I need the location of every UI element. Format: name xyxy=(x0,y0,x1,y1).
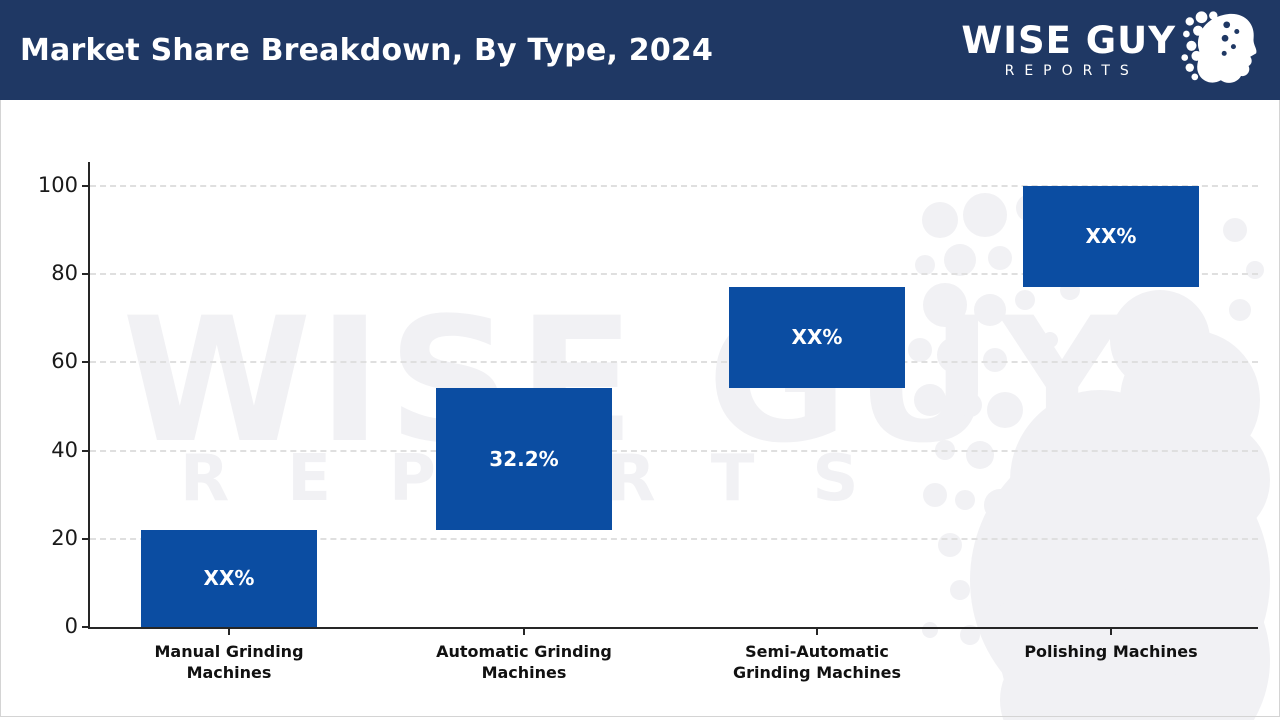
bar-value-label: XX% xyxy=(791,325,843,350)
bar-1: XX% xyxy=(141,529,317,627)
brand-name: WISE GUY xyxy=(961,18,1176,62)
bar-value-label: XX% xyxy=(203,566,255,591)
x-tick-label-line: Semi-Automatic xyxy=(745,642,889,661)
x-tick-label: Automatic Grinding Machines xyxy=(374,641,674,683)
x-tick-label: Semi-Automatic Grinding Machines xyxy=(667,641,967,683)
gridline-60 xyxy=(90,361,1258,364)
page-border-bottom xyxy=(0,716,1280,717)
bar-value-label: 32.2% xyxy=(489,446,559,471)
y-tick-label: 100 xyxy=(37,173,78,197)
y-tick-label: 20 xyxy=(51,525,78,550)
y-tick-label: 80 xyxy=(51,261,78,286)
bar-value-label: XX% xyxy=(1085,224,1137,249)
y-tick-mark xyxy=(82,449,88,452)
x-axis-line xyxy=(88,627,1258,629)
x-tick-mark xyxy=(228,629,230,635)
page-border-left xyxy=(0,100,1,717)
x-tick-label: Polishing Machines xyxy=(961,641,1261,662)
brand-logo-text: WISE GUY REPORTS xyxy=(961,22,1176,79)
face-profile-icon xyxy=(1181,11,1257,83)
x-tick-label-line: Machines xyxy=(186,663,272,682)
y-axis-line xyxy=(88,162,90,629)
gridline-40 xyxy=(90,449,1258,452)
y-tick-label: 0 xyxy=(64,614,78,638)
gridline-100 xyxy=(90,185,1258,187)
y-tick-mark xyxy=(82,537,88,540)
gridline-20 xyxy=(90,537,1258,540)
y-tick-label: 40 xyxy=(51,437,78,462)
x-tick-label-line: Machines xyxy=(481,663,567,682)
bar-2: 32.2% xyxy=(436,387,612,530)
y-tick-mark xyxy=(82,626,88,628)
x-tick-label-line: Automatic Grinding xyxy=(436,642,612,661)
brand-subtitle: REPORTS xyxy=(1004,62,1139,79)
y-tick-mark xyxy=(82,361,88,364)
y-tick-mark xyxy=(82,185,88,187)
y-tick-label: 60 xyxy=(51,349,78,374)
page-title: Market Share Breakdown, By Type, 2024 xyxy=(20,32,714,68)
bar-4: XX% xyxy=(1023,186,1199,287)
bar-3: XX% xyxy=(729,286,905,388)
x-tick-label: Manual Grinding Machines xyxy=(79,641,379,683)
x-tick-mark xyxy=(1110,629,1112,635)
x-tick-label-line: Manual Grinding xyxy=(154,642,304,661)
x-tick-label-line: Grinding Machines xyxy=(732,663,902,682)
y-tick-mark xyxy=(82,273,88,276)
brand-logo: WISE GUY REPORTS xyxy=(961,8,1262,92)
x-tick-label-line: Polishing Machines xyxy=(1024,642,1198,661)
x-tick-mark xyxy=(523,629,525,635)
gridline-80 xyxy=(90,273,1258,276)
x-tick-mark xyxy=(816,629,818,635)
header-bar: Market Share Breakdown, By Type, 2024 WI… xyxy=(0,0,1280,100)
